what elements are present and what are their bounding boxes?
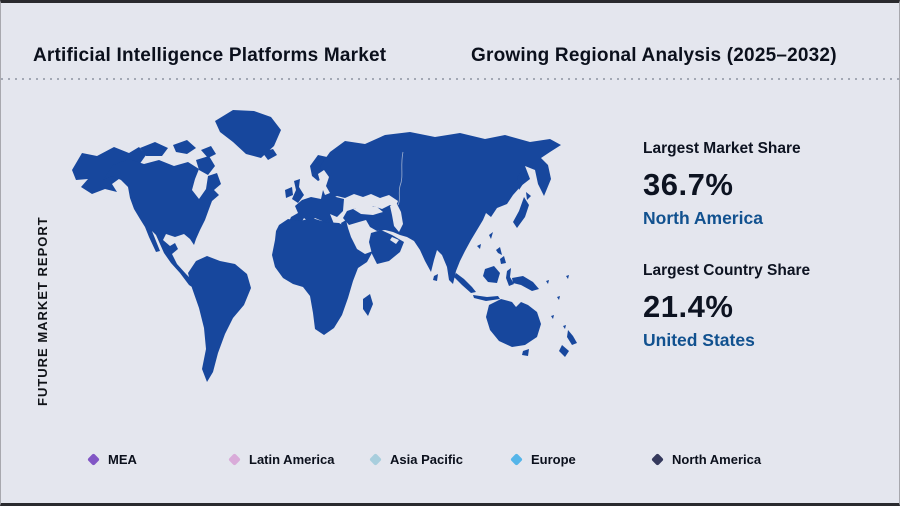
madagascar (363, 294, 373, 316)
legend: MEA Latin America Asia Pacific Europe No… (87, 449, 794, 469)
pacific-islet (563, 325, 566, 329)
header-divider (1, 78, 899, 80)
diamond-marker-icon (228, 452, 241, 466)
arctic-island (140, 142, 168, 156)
continents (72, 110, 577, 382)
new-zealand-north (567, 330, 577, 345)
persian-gulf (390, 237, 399, 244)
north-america (103, 159, 221, 291)
pacific-islet (557, 296, 560, 300)
stat-country-share: Largest Country Share 21.4% United State… (643, 262, 810, 351)
japan (513, 197, 529, 228)
arctic-island (201, 146, 216, 158)
baltic-sea (318, 170, 330, 195)
stat-label: Largest Country Share (643, 262, 811, 279)
diamond-marker-icon (87, 452, 100, 466)
world-map (72, 110, 577, 382)
black-sea (353, 205, 383, 215)
stat-market-share: Largest Market Share 36.7% North America (643, 140, 801, 229)
legend-item-north-america: North America (651, 451, 794, 467)
philippines (500, 256, 506, 264)
hainan (477, 244, 481, 249)
stat-value: 21.4% (643, 289, 734, 324)
pacific-islet (566, 275, 569, 279)
pacific-islet (551, 315, 554, 319)
caspian-sea (390, 204, 403, 232)
legend-item-latin-america: Latin America (228, 451, 371, 467)
sumatra (454, 273, 476, 293)
borneo (483, 266, 500, 283)
tasmania (522, 349, 529, 356)
stat-region: United States (643, 330, 755, 350)
alaska (72, 147, 146, 194)
baffin-island (196, 156, 215, 175)
legend-label: Asia Pacific (390, 451, 463, 467)
arabian-peninsula (369, 230, 404, 264)
stat-value: 36.7% (643, 167, 734, 202)
legend-item-europe: Europe (510, 451, 653, 467)
great-britain (292, 179, 304, 203)
legend-label: Latin America (249, 451, 335, 467)
new-guinea (512, 276, 539, 291)
diamond-marker-icon (510, 452, 523, 466)
legend-item-asia-pacific: Asia Pacific (369, 451, 512, 467)
africa (272, 218, 373, 335)
stat-region: North America (643, 208, 763, 228)
sakhalin (517, 172, 523, 190)
ireland (285, 187, 293, 198)
new-zealand-south (559, 345, 569, 357)
page-subtitle: Growing Regional Analysis (2025–2032) (471, 45, 837, 66)
asia (320, 132, 561, 284)
australia (486, 299, 541, 347)
legend-label: MEA (108, 451, 137, 467)
java (473, 295, 500, 301)
iceland (262, 149, 277, 160)
legend-label: Europe (531, 451, 576, 467)
stat-label: Largest Market Share (643, 140, 801, 157)
map-seas (318, 170, 403, 244)
ural-border-line (397, 151, 404, 206)
diamond-marker-icon (369, 452, 382, 466)
greenland (215, 110, 281, 158)
sri-lanka (433, 274, 438, 281)
hokkaido (526, 192, 531, 200)
arctic-island (173, 140, 196, 154)
sulawesi (506, 268, 514, 286)
diamond-marker-icon (651, 452, 664, 466)
page-title: Artificial Intelligence Platforms Market (33, 45, 387, 66)
south-america (188, 256, 251, 382)
legend-item-mea: MEA (87, 451, 230, 467)
pacific-islet (546, 280, 549, 284)
legend-label: North America (672, 451, 762, 467)
taiwan (489, 232, 493, 239)
philippines (496, 247, 502, 255)
brand-vertical-text: FUTURE MARKET REPORT (35, 216, 50, 406)
